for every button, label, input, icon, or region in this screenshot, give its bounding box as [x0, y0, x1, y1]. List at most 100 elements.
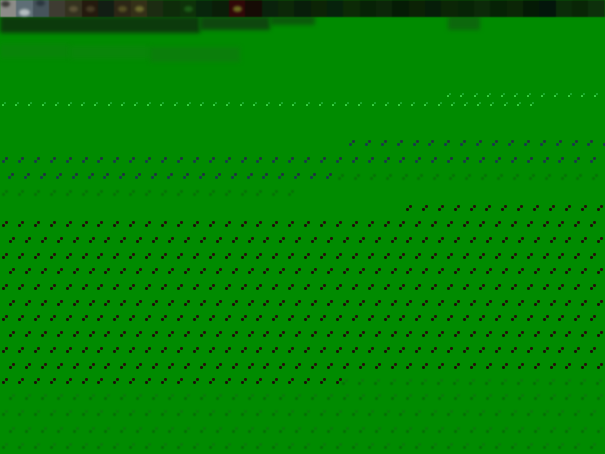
grass-tuft [422, 366, 425, 369]
grass-tuft [534, 240, 537, 243]
grass-tuft [487, 95, 489, 97]
grass-tuft [288, 413, 291, 416]
grass-tuft [216, 303, 219, 306]
grass-tuft [354, 177, 357, 180]
grass-tuft [424, 104, 426, 106]
grass-tuft [415, 224, 418, 227]
grass-tuft [375, 271, 378, 274]
grass-tuft [9, 430, 12, 433]
grass-tuft [263, 366, 266, 369]
grass-tuft [384, 160, 387, 163]
grass-tuft [28, 104, 30, 106]
grass-tuft [136, 271, 139, 274]
grass-tuft [18, 318, 21, 321]
grass-tuft [508, 143, 511, 146]
grass-tuft [444, 143, 447, 146]
grass-tuft [527, 350, 530, 353]
tile-accent [69, 6, 79, 12]
grass-tuft [391, 240, 394, 243]
grass-tuft [391, 430, 394, 433]
grass-tuft [304, 318, 307, 321]
grass-tuft [193, 193, 196, 196]
shade-patch [448, 16, 480, 30]
grass-tuft [225, 160, 228, 163]
grass-tuft [574, 350, 577, 353]
grass-tuft [479, 446, 482, 449]
grass-tuft [384, 318, 387, 321]
grass-tuft [57, 334, 60, 337]
grass-tuft [479, 350, 482, 353]
grass-tuft [502, 271, 505, 274]
grass-tuft [279, 104, 281, 106]
grass-tuft [368, 350, 371, 353]
grass-tuft [581, 366, 584, 369]
grass-tuft [511, 224, 514, 227]
grass-tuft [470, 303, 473, 306]
tile [98, 0, 115, 17]
grass-tuft [390, 382, 393, 385]
grass-tuft [391, 397, 394, 400]
grass-tuft [558, 160, 561, 163]
grass-tuft [511, 446, 514, 449]
grass-tuft [57, 366, 60, 369]
grass-tuft [241, 350, 244, 353]
grass-tuft [82, 446, 85, 449]
tile-accent [19, 9, 31, 16]
grass-tuft [82, 224, 85, 227]
grass-tuft [565, 366, 568, 369]
grass-tuft [502, 397, 505, 400]
grass-tuft [368, 318, 371, 321]
grass-tuft [18, 287, 21, 290]
grass-tuft [193, 224, 196, 227]
grass-tuft [272, 381, 275, 384]
grass-tuft [352, 256, 355, 259]
grass-tuft [232, 366, 235, 369]
grass-tuft [135, 176, 138, 179]
grass-tuft [345, 104, 347, 106]
grass-tuft [184, 334, 187, 337]
grass-tuft [454, 271, 457, 274]
grass-tuft [200, 240, 203, 243]
grass-tuft [527, 446, 530, 449]
grass-tuft [241, 193, 244, 196]
grass-tuft [41, 303, 44, 306]
grass-tuft [40, 176, 43, 179]
grass-tuft [311, 366, 314, 369]
grass-tuft [168, 397, 171, 400]
grass-tuft [437, 382, 440, 385]
grass-tuft [550, 334, 553, 337]
grass-tuft [311, 240, 314, 243]
grass-tuft [368, 256, 371, 259]
grass-tuft [73, 366, 76, 369]
tile-accent [134, 6, 144, 12]
grass-tuft [161, 446, 164, 449]
grass-tuft [479, 224, 482, 227]
grass-tuft [454, 366, 457, 369]
grass-tuft [349, 143, 352, 146]
grass-tuft [193, 350, 196, 353]
grass-tuft [558, 224, 561, 227]
tile [179, 0, 197, 17]
grass-tuft [511, 256, 514, 259]
grass-tuft [460, 95, 462, 97]
grass-tuft [550, 303, 553, 306]
grass-tuft [511, 413, 514, 416]
grass-tuft [518, 271, 521, 274]
grass-tuft [514, 95, 516, 97]
grass-tuft [590, 413, 593, 416]
grass-tuft [88, 176, 91, 179]
grass-tuft [406, 397, 409, 400]
grass-tuft [50, 413, 53, 416]
grass-tuft [358, 104, 360, 106]
grass-tuft [152, 430, 155, 433]
grass-tuft [370, 177, 373, 180]
grass-tuft [453, 382, 456, 385]
grass-tuft [120, 334, 123, 337]
tile-accent [35, 0, 45, 6]
grass-tuft [375, 240, 378, 243]
grass-tuft [200, 366, 203, 369]
grass-tuft [543, 446, 546, 449]
grass-tuft [256, 193, 259, 196]
grass-tuft [152, 271, 155, 274]
